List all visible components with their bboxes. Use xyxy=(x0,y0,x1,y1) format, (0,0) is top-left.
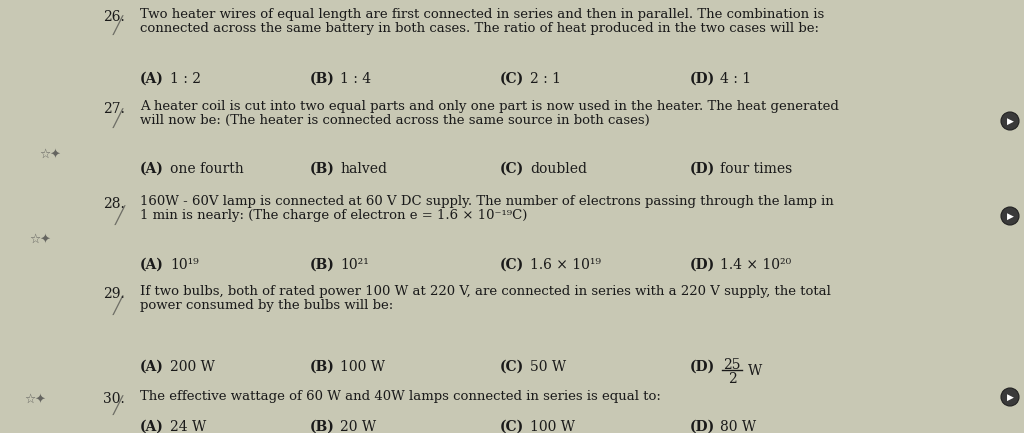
Text: (B): (B) xyxy=(310,420,335,433)
Text: (C): (C) xyxy=(500,258,524,272)
Text: (B): (B) xyxy=(310,72,335,86)
Text: 10¹⁹: 10¹⁹ xyxy=(170,258,199,272)
Text: 4 : 1: 4 : 1 xyxy=(720,72,752,86)
Text: power consumed by the bulbs will be:: power consumed by the bulbs will be: xyxy=(140,299,393,312)
Text: 2: 2 xyxy=(728,372,736,386)
Text: one fourth: one fourth xyxy=(170,162,244,176)
Text: ☆✦: ☆✦ xyxy=(29,233,51,246)
Text: 29.: 29. xyxy=(103,287,125,301)
Text: 20 W: 20 W xyxy=(340,420,376,433)
Text: doubled: doubled xyxy=(530,162,587,176)
Text: 80 W: 80 W xyxy=(720,420,756,433)
Text: (B): (B) xyxy=(310,258,335,272)
Text: 1 : 2: 1 : 2 xyxy=(170,72,201,86)
Text: 1 min is nearly: (The charge of electron e = 1.6 × 10⁻¹⁹C): 1 min is nearly: (The charge of electron… xyxy=(140,209,527,222)
Text: ☆✦: ☆✦ xyxy=(39,149,60,162)
Text: 2 : 1: 2 : 1 xyxy=(530,72,561,86)
Text: (C): (C) xyxy=(500,162,524,176)
Text: (B): (B) xyxy=(310,162,335,176)
Text: 30.: 30. xyxy=(103,392,125,406)
Text: (C): (C) xyxy=(500,420,524,433)
Text: 26.: 26. xyxy=(103,10,125,24)
Text: (D): (D) xyxy=(690,162,715,176)
Text: 25: 25 xyxy=(723,358,740,372)
Text: (A): (A) xyxy=(140,360,164,374)
Text: The effective wattage of 60 W and 40W lamps connected in series is equal to:: The effective wattage of 60 W and 40W la… xyxy=(140,390,660,403)
Text: 10²¹: 10²¹ xyxy=(340,258,369,272)
Text: halved: halved xyxy=(340,162,387,176)
Text: 50 W: 50 W xyxy=(530,360,566,374)
Text: 100 W: 100 W xyxy=(530,420,575,433)
Text: 160W - 60V lamp is connected at 60 V DC supply. The number of electrons passing : 160W - 60V lamp is connected at 60 V DC … xyxy=(140,195,834,208)
Text: (C): (C) xyxy=(500,72,524,86)
Circle shape xyxy=(1001,207,1019,225)
Text: (D): (D) xyxy=(690,258,715,272)
Text: ▶: ▶ xyxy=(1007,211,1014,220)
Circle shape xyxy=(1001,388,1019,406)
Text: ╱: ╱ xyxy=(113,15,123,35)
Text: (D): (D) xyxy=(690,72,715,86)
Text: (D): (D) xyxy=(690,360,715,374)
Text: 27.: 27. xyxy=(103,102,125,116)
Text: (A): (A) xyxy=(140,258,164,272)
Text: connected across the same battery in both cases. The ratio of heat produced in t: connected across the same battery in bot… xyxy=(140,22,819,35)
Text: (A): (A) xyxy=(140,162,164,176)
Text: ▶: ▶ xyxy=(1007,392,1014,401)
Text: ╱: ╱ xyxy=(113,108,123,128)
Text: 28.: 28. xyxy=(103,197,125,211)
Text: W: W xyxy=(748,364,762,378)
Text: four times: four times xyxy=(720,162,793,176)
Text: 1 : 4: 1 : 4 xyxy=(340,72,371,86)
Text: (D): (D) xyxy=(690,420,715,433)
Circle shape xyxy=(1001,112,1019,130)
Text: (A): (A) xyxy=(140,72,164,86)
Text: If two bulbs, both of rated power 100 W at 220 V, are connected in series with a: If two bulbs, both of rated power 100 W … xyxy=(140,285,830,298)
Text: ╱: ╱ xyxy=(113,295,123,315)
Text: 1.6 × 10¹⁹: 1.6 × 10¹⁹ xyxy=(530,258,601,272)
Text: ╱: ╱ xyxy=(113,395,123,415)
Text: (B): (B) xyxy=(310,360,335,374)
Text: 1.4 × 10²⁰: 1.4 × 10²⁰ xyxy=(720,258,792,272)
Text: ☆✦: ☆✦ xyxy=(25,394,46,407)
Text: (A): (A) xyxy=(140,420,164,433)
Text: ╱: ╱ xyxy=(115,205,125,225)
Text: Two heater wires of equal length are first connected in series and then in paral: Two heater wires of equal length are fir… xyxy=(140,8,824,21)
Text: 200 W: 200 W xyxy=(170,360,215,374)
Text: (C): (C) xyxy=(500,360,524,374)
Text: will now be: (The heater is connected across the same source in both cases): will now be: (The heater is connected ac… xyxy=(140,114,650,127)
Text: ▶: ▶ xyxy=(1007,116,1014,126)
Text: A heater coil is cut into two equal parts and only one part is now used in the h: A heater coil is cut into two equal part… xyxy=(140,100,839,113)
Text: 24 W: 24 W xyxy=(170,420,206,433)
Text: 100 W: 100 W xyxy=(340,360,385,374)
